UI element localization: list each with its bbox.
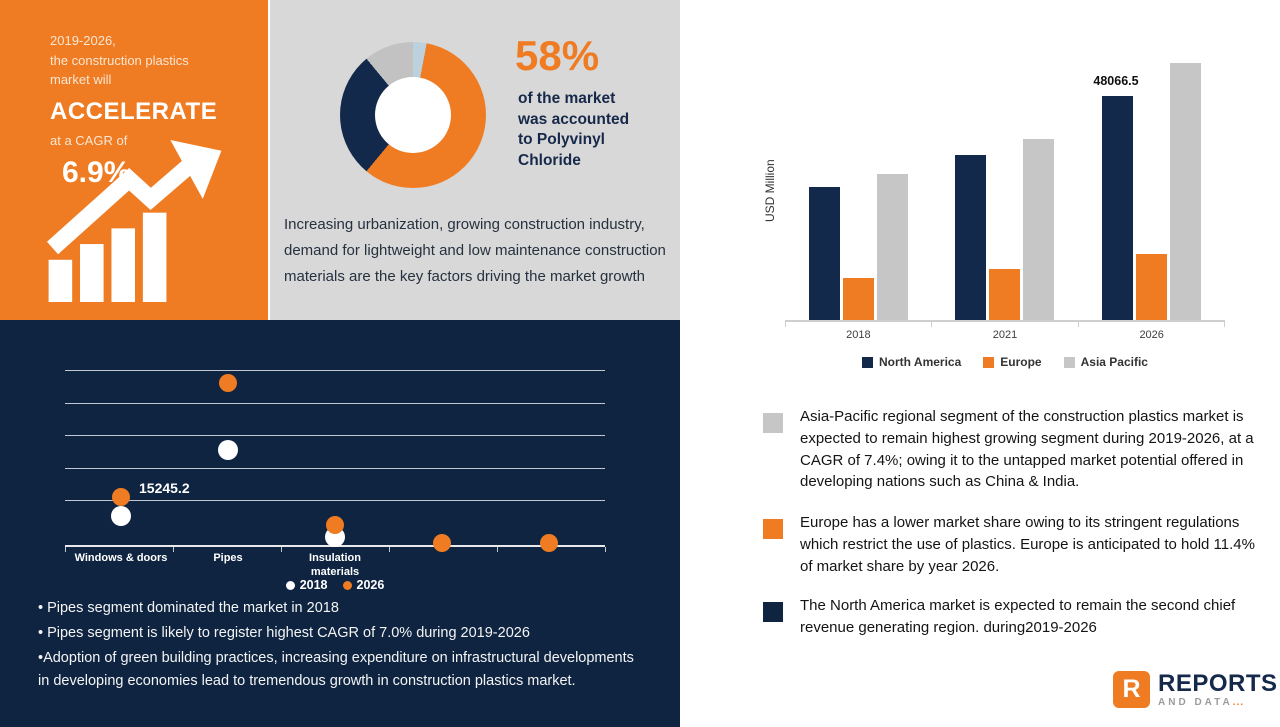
bar-asia-pacific-2018: [876, 174, 908, 320]
regional-x-labels: 2018 2021 2026: [785, 329, 1225, 341]
bar-asia-pacific-2026: [1170, 63, 1202, 320]
legend-swatch: [1063, 356, 1075, 368]
market-drivers-paragraph: Increasing urbanization, growing constru…: [284, 216, 666, 285]
donut-hole: [375, 77, 451, 153]
asia-pacific-bullet-text: Asia-Pacific regional segment of the con…: [800, 408, 1254, 491]
regional-value-label: 48066.5: [1093, 74, 1139, 88]
bar-group-2018: [808, 50, 908, 320]
dot-2026-windows-doors: [112, 488, 130, 507]
gridline: [65, 500, 605, 501]
regional-bar-plot: [785, 50, 1225, 322]
logo-text: REPORTS AND DATA...: [1158, 671, 1278, 708]
promo-intro-text: the construction plastics market will: [50, 52, 189, 88]
logo-mark-icon: R: [1113, 671, 1150, 708]
x-axis-tick: [931, 322, 932, 327]
x-axis-tick: [1224, 322, 1225, 327]
segment-panel: 15245.2 Windows & doors Pipes Insulation m…: [0, 320, 680, 727]
bar-north-america-2026: [1102, 96, 1134, 320]
gridline: [65, 370, 605, 371]
cat-label-insulation-materials: Insulation materials: [309, 552, 361, 578]
bar-europe-2026: [1136, 254, 1168, 320]
legend-label: Europe: [1000, 355, 1042, 369]
regional-y-axis-label: USD Million: [763, 159, 777, 222]
dot-2026-cat5: [540, 533, 558, 552]
pvc-percent: 58%: [515, 32, 600, 79]
regional-legend: North America Europe Asia Pacific: [785, 355, 1225, 369]
bar-group-2021: [955, 50, 1055, 320]
legend-label: Asia Pacific: [1080, 355, 1148, 369]
cagr-prefix-label: at a CAGR of: [50, 132, 128, 148]
north-america-bullet-swatch: [763, 602, 783, 622]
gridline: [65, 402, 605, 404]
axis-tick: [497, 547, 498, 552]
accelerate-headline: ACCELERATE: [50, 97, 218, 125]
segment-bullet-2: • Pipes segment is likely to register hi…: [38, 625, 530, 641]
x-label-2018: 2018: [846, 329, 871, 341]
legend-label: North America: [879, 355, 962, 369]
logo-sub-text: AND DATA: [1158, 697, 1233, 708]
segment-legend-2026: 2026: [342, 578, 385, 592]
x-label-2026: 2026: [1139, 329, 1164, 341]
dot-2018-pipes: [218, 439, 238, 460]
pvc-donut-chart: [340, 42, 486, 188]
logo-subtitle: AND DATA...: [1158, 697, 1278, 708]
axis-tick: [65, 547, 66, 552]
bar-europe-2021: [989, 269, 1021, 320]
pvc-panel: 58% of the market was accounted to Polyv…: [268, 0, 680, 320]
bar-north-america-2018: [808, 187, 840, 320]
cat-label-pipes: Pipes: [213, 552, 243, 564]
legend-dot: [342, 580, 352, 590]
bar-group-2026: [1102, 50, 1202, 320]
axis-tick: [389, 547, 390, 552]
dot-2026-pipes: [219, 373, 237, 392]
bar-north-america-2021: [955, 155, 987, 320]
legend-item-asia-pacific: Asia Pacific: [1063, 355, 1148, 369]
logo-name: REPORTS: [1158, 670, 1278, 697]
axis-tick: [605, 547, 606, 552]
x-axis-tick: [1078, 322, 1079, 327]
segment-legend-2018: 2018: [285, 578, 328, 592]
dot-2018-windows-doors: [111, 505, 131, 526]
legend-label: 2026: [356, 578, 385, 592]
segment-dot-plot: 15245.2: [65, 350, 606, 552]
europe-bullet-swatch: [763, 519, 783, 539]
north-america-bullet-text: The North America market is expected to …: [800, 597, 1236, 636]
axis-tick: [173, 547, 174, 552]
segment-bullet-3: •Adoption of green building practices, i…: [38, 650, 634, 689]
segment-value-label: 15245.2: [139, 480, 190, 496]
gridline: [65, 435, 605, 436]
europe-bullet-text: Europe has a lower market share owing to…: [800, 514, 1255, 575]
legend-swatch: [862, 356, 874, 368]
x-label-2021: 2021: [992, 329, 1018, 341]
x-axis-tick: [785, 322, 786, 327]
legend-label: 2018: [299, 578, 328, 592]
axis-tick: [281, 547, 282, 552]
promo-years: 2019-2026,: [50, 33, 116, 48]
asia-pacific-bullet-swatch: [763, 413, 783, 433]
bar-europe-2018: [842, 278, 874, 320]
promo-panel: 2019-2026, the construction plastics mar…: [0, 0, 268, 320]
pvc-caption: of the market was accounted to Polyvinyl…: [518, 90, 630, 169]
legend-item-north-america: North America: [862, 355, 961, 369]
dot-2026-cat4: [433, 533, 451, 552]
bar-asia-pacific-2021: [1023, 139, 1055, 320]
growth-arrow-icon: [46, 140, 222, 302]
segment-cat-labels: Windows & doors Pipes Insulation materials: [0, 552, 680, 586]
logo-dots: ...: [1232, 697, 1245, 708]
reports-and-data-logo: R REPORTS AND DATA...: [1113, 671, 1278, 708]
legend-item-europe: Europe: [983, 355, 1042, 369]
segment-bullet-list: • Pipes segment dominated the market in …: [38, 597, 646, 695]
legend-dot: [285, 580, 295, 590]
cat-label-windows-doors: Windows & doors: [74, 552, 168, 564]
dot-2026-insulation-materials: [326, 515, 344, 534]
segment-legend: 2018 2026: [65, 578, 605, 592]
segment-bullet-1: • Pipes segment dominated the market in …: [38, 600, 339, 616]
legend-swatch: [983, 356, 995, 368]
gridline: [65, 467, 605, 469]
